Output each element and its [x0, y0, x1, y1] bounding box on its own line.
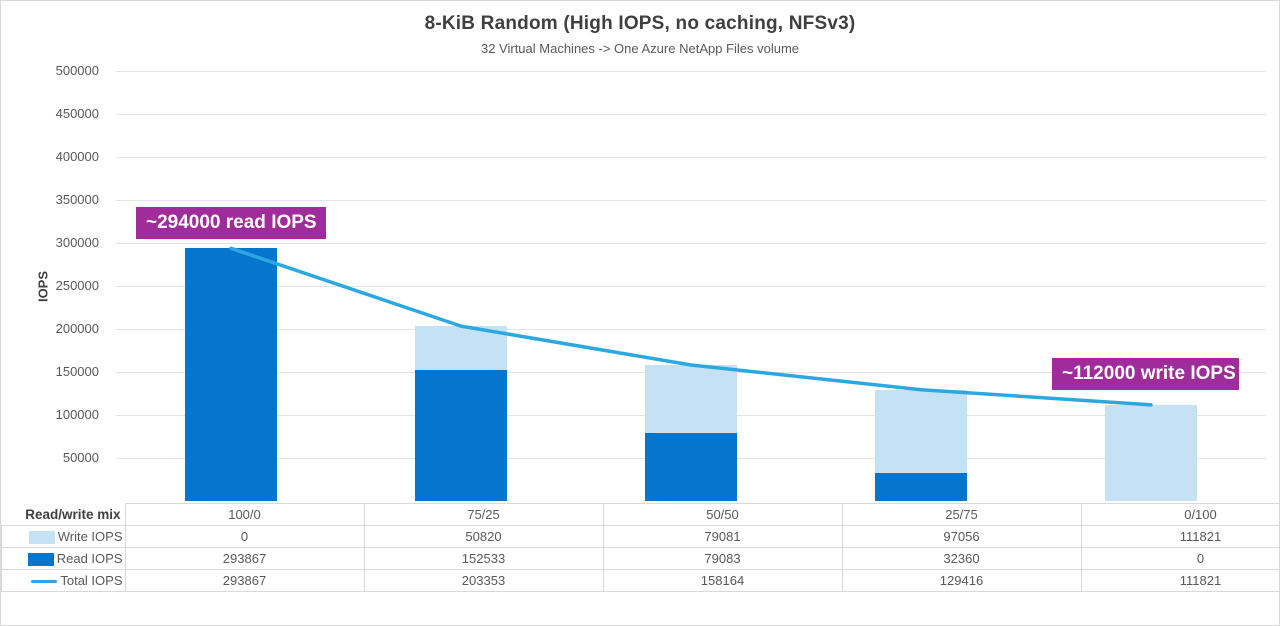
- value-cell: 97056: [841, 525, 1082, 548]
- y-tick-label: 450000: [55, 106, 99, 121]
- value-cell: 152533: [363, 547, 604, 570]
- legend-cell: Total IOPS: [1, 569, 126, 592]
- total-iops-line: [229, 246, 1153, 407]
- y-tick-label: 300000: [55, 235, 99, 250]
- read-iops-bar: [875, 473, 967, 501]
- legend-cell: Read IOPS: [1, 547, 126, 570]
- plot-area: [116, 71, 1266, 501]
- chart-subtitle: 32 Virtual Machines -> One Azure NetApp …: [480, 41, 800, 56]
- total-iops-line-swatch-icon: [31, 580, 58, 584]
- y-tick-label: 200000: [55, 321, 99, 336]
- y-tick-label: 350000: [55, 192, 99, 207]
- series-label: Read IOPS: [56, 550, 123, 566]
- y-tick-label: 400000: [55, 149, 99, 164]
- gridline: [116, 329, 1266, 330]
- read-iops-swatch-icon: [27, 553, 54, 567]
- value-cell: 293867: [124, 547, 365, 570]
- write-iops-bar: [1105, 404, 1197, 501]
- category-header-cell: 0/100: [1080, 503, 1279, 526]
- value-cell: 79083: [602, 547, 843, 570]
- table-row: Total IOPS 293867 203353 158164 129416 111821: [1, 569, 1279, 592]
- value-cell: 111821: [1080, 569, 1279, 592]
- table-corner-label: Read/write mix: [1, 503, 126, 526]
- write-iops-swatch-icon: [28, 531, 55, 545]
- chart-title: 8-KiB Random (High IOPS, no caching, NFS…: [424, 13, 856, 34]
- value-cell: 79081: [602, 525, 843, 548]
- data-table: Read/write mix 100/0 75/25 50/50 25/75 0/100 W…: [1, 503, 1279, 592]
- y-tick-label: 500000: [55, 63, 99, 78]
- table-header-row: Read/write mix 100/0 75/25 50/50 25/75 0/100: [1, 503, 1279, 526]
- table-row: Read IOPS 293867 152533 79083 32360 0: [1, 547, 1279, 570]
- read-iops-bar: [415, 369, 507, 501]
- write-iops-bar: [415, 326, 507, 370]
- value-cell: 129416: [841, 569, 1082, 592]
- table-row: Write IOPS 0 50820 79081 97056 111821: [1, 525, 1279, 548]
- value-cell: 293867: [124, 569, 365, 592]
- category-header-cell: 75/25: [363, 503, 604, 526]
- gridline: [116, 157, 1266, 158]
- value-cell: 32360: [841, 547, 1082, 570]
- total-iops-polyline: [229, 246, 1153, 407]
- y-tick-label: 150000: [55, 364, 99, 379]
- gridline: [116, 71, 1266, 72]
- annotation-write-iops: ~112000 write IOPS: [1052, 358, 1239, 390]
- read-iops-bar: [645, 432, 737, 501]
- y-tick-label: 100000: [55, 407, 99, 422]
- gridline: [116, 200, 1266, 201]
- annotation-read-iops: ~294000 read IOPS: [136, 207, 326, 239]
- y-tick-label: 50000: [62, 450, 99, 465]
- value-cell: 111821: [1080, 525, 1279, 548]
- y-tick-label: 250000: [55, 278, 99, 293]
- value-cell: 158164: [602, 569, 843, 592]
- value-cell: 203353: [363, 569, 604, 592]
- value-cell: 50820: [363, 525, 604, 548]
- category-header-cell: 25/75: [841, 503, 1082, 526]
- category-header-cell: 100/0: [124, 503, 365, 526]
- series-label: Write IOPS: [57, 528, 123, 544]
- gridline: [116, 243, 1266, 244]
- series-label: Total IOPS: [60, 573, 123, 588]
- write-iops-bar: [645, 364, 737, 433]
- legend-cell: Write IOPS: [1, 525, 126, 548]
- value-cell: 0: [124, 525, 365, 548]
- category-header-cell: 50/50: [602, 503, 843, 526]
- value-cell: 0: [1080, 547, 1279, 570]
- write-iops-bar: [875, 389, 967, 474]
- gridline: [116, 286, 1266, 287]
- read-iops-bar: [185, 248, 277, 501]
- gridline: [116, 114, 1266, 115]
